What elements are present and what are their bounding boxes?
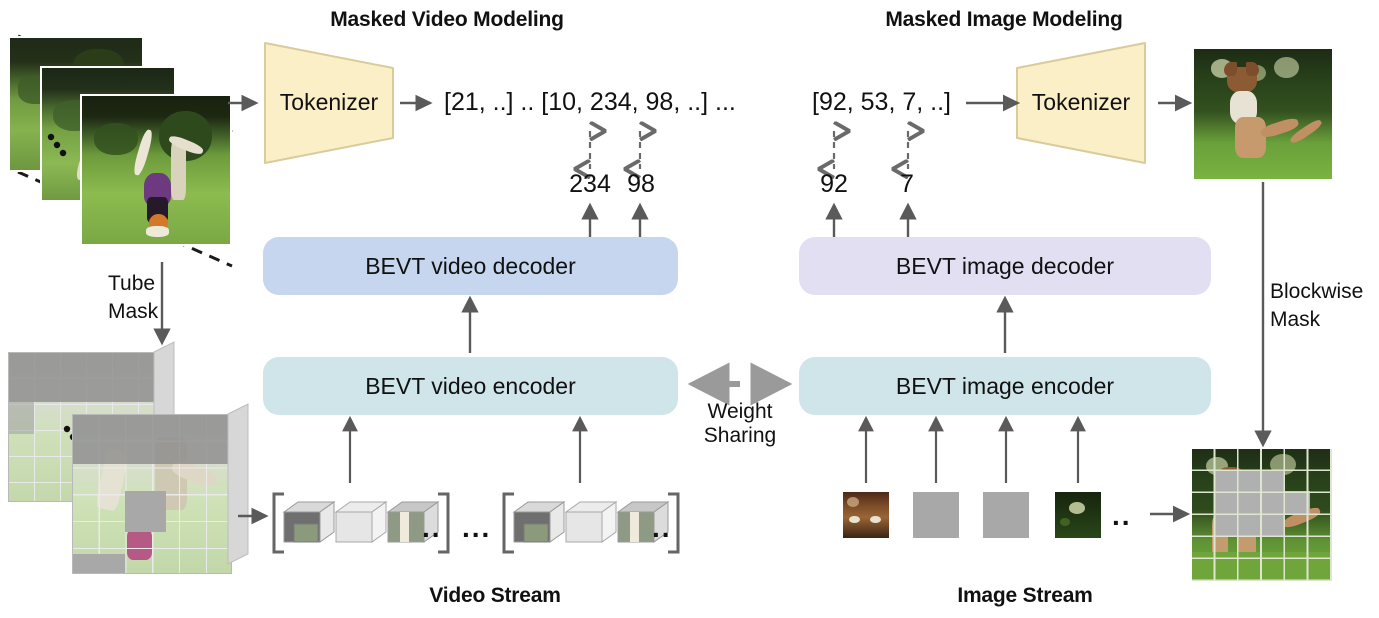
arrow-blockwise-mask: [1254, 182, 1272, 448]
masked-video-cube-front: [72, 414, 232, 574]
bevt-video-encoder[interactable]: BEVT video encoder: [263, 357, 678, 415]
bevt-image-decoder[interactable]: BEVT image decoder: [799, 237, 1211, 295]
image-stream-trailing-dots: ..: [1112, 500, 1132, 531]
arrow-image-encoder-to-decoder: [996, 295, 1014, 353]
arrow-masked-cat-to-image-stream: [1150, 505, 1191, 523]
arrow-frames-to-video-tokenizer: [228, 94, 259, 112]
image-predicted-token-1: 7: [900, 170, 914, 198]
video-predicted-token-0: 234: [569, 170, 611, 198]
label-image-stream: Image Stream: [957, 584, 1093, 607]
image-predicted-token-0: 92: [820, 170, 848, 198]
bevt-image-encoder[interactable]: BEVT image encoder: [799, 357, 1211, 415]
arrow-video-encoder-to-decoder: [461, 295, 479, 353]
video-frame-front: [80, 94, 232, 246]
cat-image-masked: [1192, 449, 1332, 581]
video-stream-group-separator: ...: [462, 512, 492, 543]
video-stream-group-1-dots: ..: [422, 512, 442, 543]
arrow-video-tokenizer-to-tokens: [400, 94, 433, 112]
video-stream-group-1: ..: [270, 490, 460, 556]
bevt-video-encoder-label: BEVT video encoder: [365, 372, 576, 399]
weight-sharing: Weight Sharing: [684, 362, 796, 448]
tube-mask-label-line2: Mask: [108, 300, 159, 323]
bevt-video-decoder[interactable]: BEVT video decoder: [263, 237, 678, 295]
image-token-sequence: [92, 53, 7, ..]: [812, 88, 951, 116]
tube-mask-label-line1: Tube: [108, 272, 156, 295]
blockwise-mask-label-line1: Blockwise: [1270, 280, 1364, 303]
image-stream-patch-0: [843, 492, 889, 538]
bevt-image-decoder-label: BEVT image decoder: [895, 252, 1115, 279]
arrow-tube-mask: [153, 262, 171, 346]
weight-sharing-bidirectional-arrow: [687, 362, 793, 406]
video-stream-group-2-dots: ..: [652, 512, 672, 543]
video-tokenizer[interactable]: Tokenizer: [262, 40, 396, 166]
title-masked-image-modeling: Masked Image Modeling: [885, 8, 1123, 31]
bevt-image-encoder-label: BEVT image encoder: [895, 372, 1115, 399]
image-tokenizer[interactable]: Tokenizer: [1014, 40, 1148, 166]
video-stream-group-2: ..: [500, 490, 690, 556]
label-video-stream: Video Stream: [429, 584, 561, 607]
video-tokenizer-label: Tokenizer: [279, 89, 379, 115]
blockwise-mask-label-line2: Mask: [1270, 308, 1321, 331]
arrows-image-decoder-to-predictions: [825, 202, 917, 240]
video-predicted-token-1: 98: [627, 170, 655, 198]
arrows-video-decoder-to-predictions: [581, 202, 649, 240]
cat-image-original: [1192, 47, 1334, 181]
video-token-sequence: [21, ..] .. [10, 234, 98, ..] ...: [444, 88, 736, 116]
image-stream-patch-1-masked: [913, 492, 959, 538]
weight-sharing-label-line1: Weight: [707, 400, 773, 423]
image-stream-patch-2-masked: [983, 492, 1029, 538]
video-frame-stack: [0, 14, 240, 274]
arrows-image-stream-to-encoder: [858, 415, 1086, 483]
title-masked-video-modeling: Masked Video Modeling: [330, 8, 564, 31]
arrow-cat-to-image-tokenizer: [1158, 94, 1193, 112]
masked-video-cubes: [8, 341, 249, 578]
frame-sequence-dots: [46, 132, 68, 162]
arrow-image-tokenizer-to-tokens: [966, 94, 1021, 112]
weight-sharing-label-line2: Sharing: [703, 424, 777, 447]
arrow-masked-video-to-stream: [238, 507, 269, 525]
image-tokenizer-label: Tokenizer: [1031, 89, 1131, 115]
bevt-video-decoder-label: BEVT video decoder: [365, 252, 576, 279]
arrows-video-stream-to-encoder: [342, 415, 588, 483]
image-stream-patch-3: [1055, 492, 1101, 538]
